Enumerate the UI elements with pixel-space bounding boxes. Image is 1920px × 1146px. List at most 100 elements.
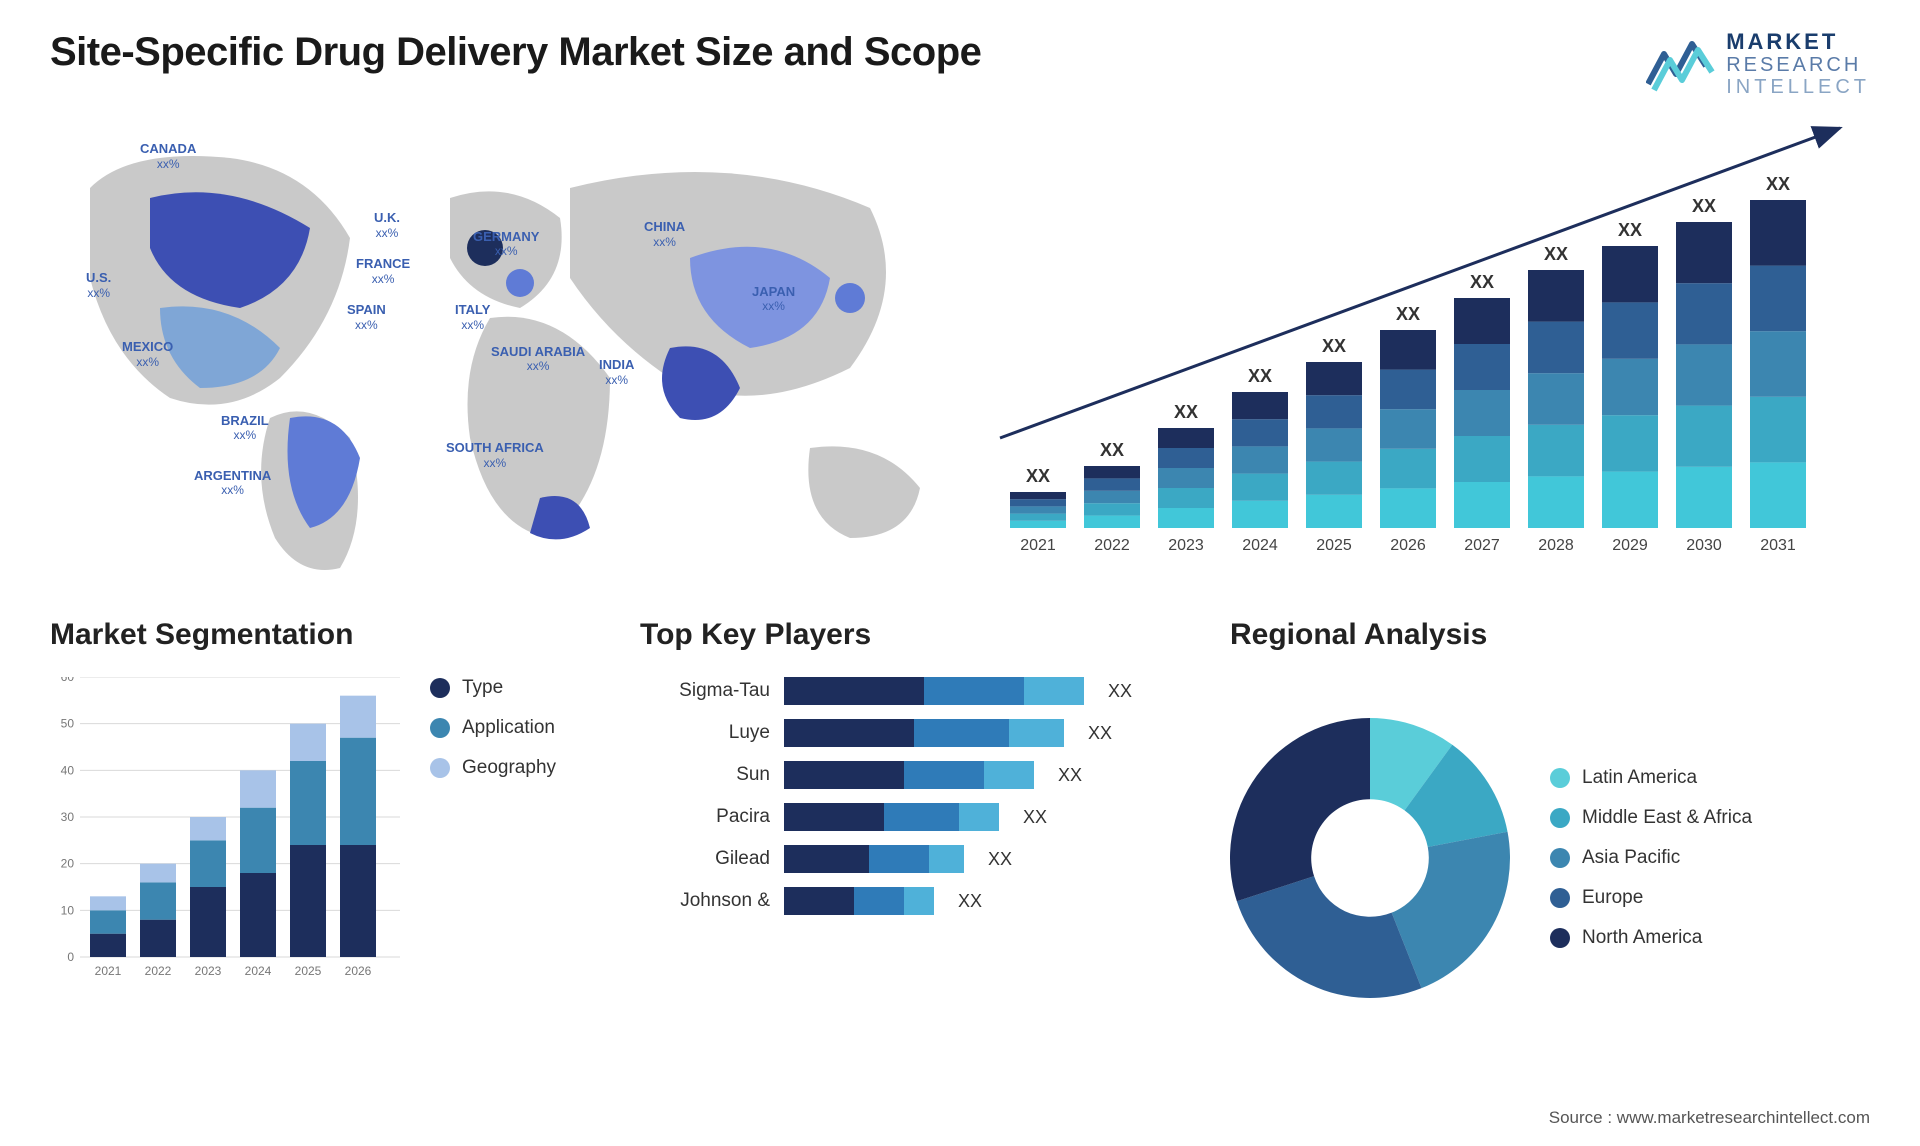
segmentation-chart: 0102030405060202120222023202420252026 — [50, 677, 400, 997]
legend-item: Application — [430, 717, 556, 739]
logo-text-2: RESEARCH — [1726, 54, 1870, 76]
map-label: FRANCExx% — [356, 256, 410, 286]
svg-text:2024: 2024 — [1242, 537, 1278, 554]
svg-text:2030: 2030 — [1686, 537, 1722, 554]
player-bar — [784, 803, 999, 831]
logo: MARKET RESEARCH INTELLECT — [1646, 30, 1870, 98]
player-name: Gilead — [640, 848, 770, 870]
svg-text:50: 50 — [61, 717, 75, 731]
svg-text:XX: XX — [1248, 366, 1272, 386]
map-label: INDIAxx% — [599, 357, 634, 387]
players-title: Top Key Players — [640, 618, 1200, 652]
map-label: CHINAxx% — [644, 219, 685, 249]
player-row: Sun XX — [640, 761, 1200, 789]
player-bar — [784, 761, 1034, 789]
svg-text:2025: 2025 — [1316, 537, 1352, 554]
player-bar — [784, 845, 964, 873]
player-value: XX — [1108, 681, 1132, 702]
map-label: U.K.xx% — [374, 210, 400, 240]
player-name: Johnson & — [640, 890, 770, 912]
logo-text-1: MARKET — [1726, 30, 1870, 54]
svg-text:60: 60 — [61, 677, 75, 684]
map-label: MEXICOxx% — [122, 339, 173, 369]
player-name: Sigma-Tau — [640, 680, 770, 702]
logo-icon — [1646, 34, 1716, 94]
player-row: Johnson &XX — [640, 887, 1200, 915]
logo-text-3: INTELLECT — [1726, 76, 1870, 98]
legend-item: Europe — [1550, 887, 1752, 909]
map-label: JAPANxx% — [752, 284, 795, 314]
svg-text:20: 20 — [61, 857, 75, 871]
svg-text:XX: XX — [1100, 440, 1124, 460]
top-row: CANADAxx% U.S.xx% MEXICOxx% BRAZILxx% ARGENT… — [50, 118, 1870, 578]
legend-item: North America — [1550, 927, 1752, 949]
player-row: Sigma-Tau XX — [640, 677, 1200, 705]
svg-text:2022: 2022 — [145, 964, 172, 978]
svg-text:2029: 2029 — [1612, 537, 1648, 554]
svg-text:XX: XX — [1470, 272, 1494, 292]
legend-item: Latin America — [1550, 767, 1752, 789]
svg-text:XX: XX — [1322, 336, 1346, 356]
map-label: ITALYxx% — [455, 302, 490, 332]
svg-text:XX: XX — [1544, 244, 1568, 264]
svg-text:2021: 2021 — [1020, 537, 1056, 554]
header: Site-Specific Drug Delivery Market Size … — [50, 30, 1870, 98]
player-bar — [784, 887, 934, 915]
forecast-chart: XX 2021 XX 2022 XX 2023 XX 2024 XX 2025 XX 2026 XX 20… — [990, 118, 1870, 578]
player-name: Luye — [640, 722, 770, 744]
player-bar — [784, 719, 1064, 747]
legend-item: Middle East & Africa — [1550, 807, 1752, 829]
player-value: XX — [988, 849, 1012, 870]
svg-text:XX: XX — [1766, 174, 1790, 194]
map-label: SAUDI ARABIAxx% — [491, 344, 585, 374]
map-label: SOUTH AFRICAxx% — [446, 440, 544, 470]
svg-text:2031: 2031 — [1760, 537, 1796, 554]
svg-text:XX: XX — [1174, 402, 1198, 422]
player-value: XX — [1088, 723, 1112, 744]
svg-text:2026: 2026 — [345, 964, 372, 978]
legend-item: Asia Pacific — [1550, 847, 1752, 869]
segmentation-title: Market Segmentation — [50, 618, 610, 652]
svg-text:2026: 2026 — [1390, 537, 1426, 554]
svg-text:2021: 2021 — [95, 964, 122, 978]
svg-text:2022: 2022 — [1094, 537, 1130, 554]
segmentation-legend: TypeApplicationGeography — [430, 677, 556, 779]
bottom-row: Market Segmentation 01020304050602021202… — [50, 618, 1870, 1038]
world-map-panel: CANADAxx% U.S.xx% MEXICOxx% BRAZILxx% ARGENT… — [50, 118, 950, 578]
regional-donut — [1230, 718, 1510, 998]
svg-text:XX: XX — [1026, 466, 1050, 486]
player-row: Gilead XX — [640, 845, 1200, 873]
player-value: XX — [1023, 807, 1047, 828]
segmentation-panel: Market Segmentation 01020304050602021202… — [50, 618, 610, 1038]
player-bar — [784, 677, 1084, 705]
svg-text:2028: 2028 — [1538, 537, 1574, 554]
legend-item: Type — [430, 677, 556, 699]
svg-text:2023: 2023 — [1168, 537, 1204, 554]
map-label: CANADAxx% — [140, 141, 196, 171]
svg-text:2024: 2024 — [245, 964, 272, 978]
svg-text:40: 40 — [61, 764, 75, 778]
player-name: Pacira — [640, 806, 770, 828]
svg-text:XX: XX — [1618, 220, 1642, 240]
svg-text:XX: XX — [1396, 304, 1420, 324]
player-name: Sun — [640, 764, 770, 786]
map-label: U.S.xx% — [86, 270, 111, 300]
svg-text:XX: XX — [1692, 196, 1716, 216]
svg-text:30: 30 — [61, 810, 75, 824]
svg-text:0: 0 — [67, 950, 74, 964]
regional-panel: Regional Analysis Latin AmericaMiddle Ea… — [1230, 618, 1870, 1038]
map-label: BRAZILxx% — [221, 413, 269, 443]
map-label: SPAINxx% — [347, 302, 386, 332]
players-panel: Top Key Players Sigma-TauXXLuyeXXSunXXPa… — [640, 618, 1200, 1038]
forecast-svg: XX 2021 XX 2022 XX 2023 XX 2024 XX 2025 XX 2026 XX 20… — [990, 118, 1870, 578]
player-row: Pacira XX — [640, 803, 1200, 831]
map-label: ARGENTINAxx% — [194, 468, 271, 498]
player-value: XX — [1058, 765, 1082, 786]
players-chart: Sigma-Tau XX Luye XX Sun XX Pacira XX Gilead XX Jo… — [640, 677, 1200, 929]
player-row: Luye XX — [640, 719, 1200, 747]
page-title: Site-Specific Drug Delivery Market Size … — [50, 30, 981, 75]
regional-legend: Latin America Middle East & Africa Asia Pa… — [1550, 767, 1752, 949]
svg-text:2027: 2027 — [1464, 537, 1500, 554]
svg-text:2025: 2025 — [295, 964, 322, 978]
source-text: Source : www.marketresearchintellect.com — [1549, 1108, 1870, 1128]
